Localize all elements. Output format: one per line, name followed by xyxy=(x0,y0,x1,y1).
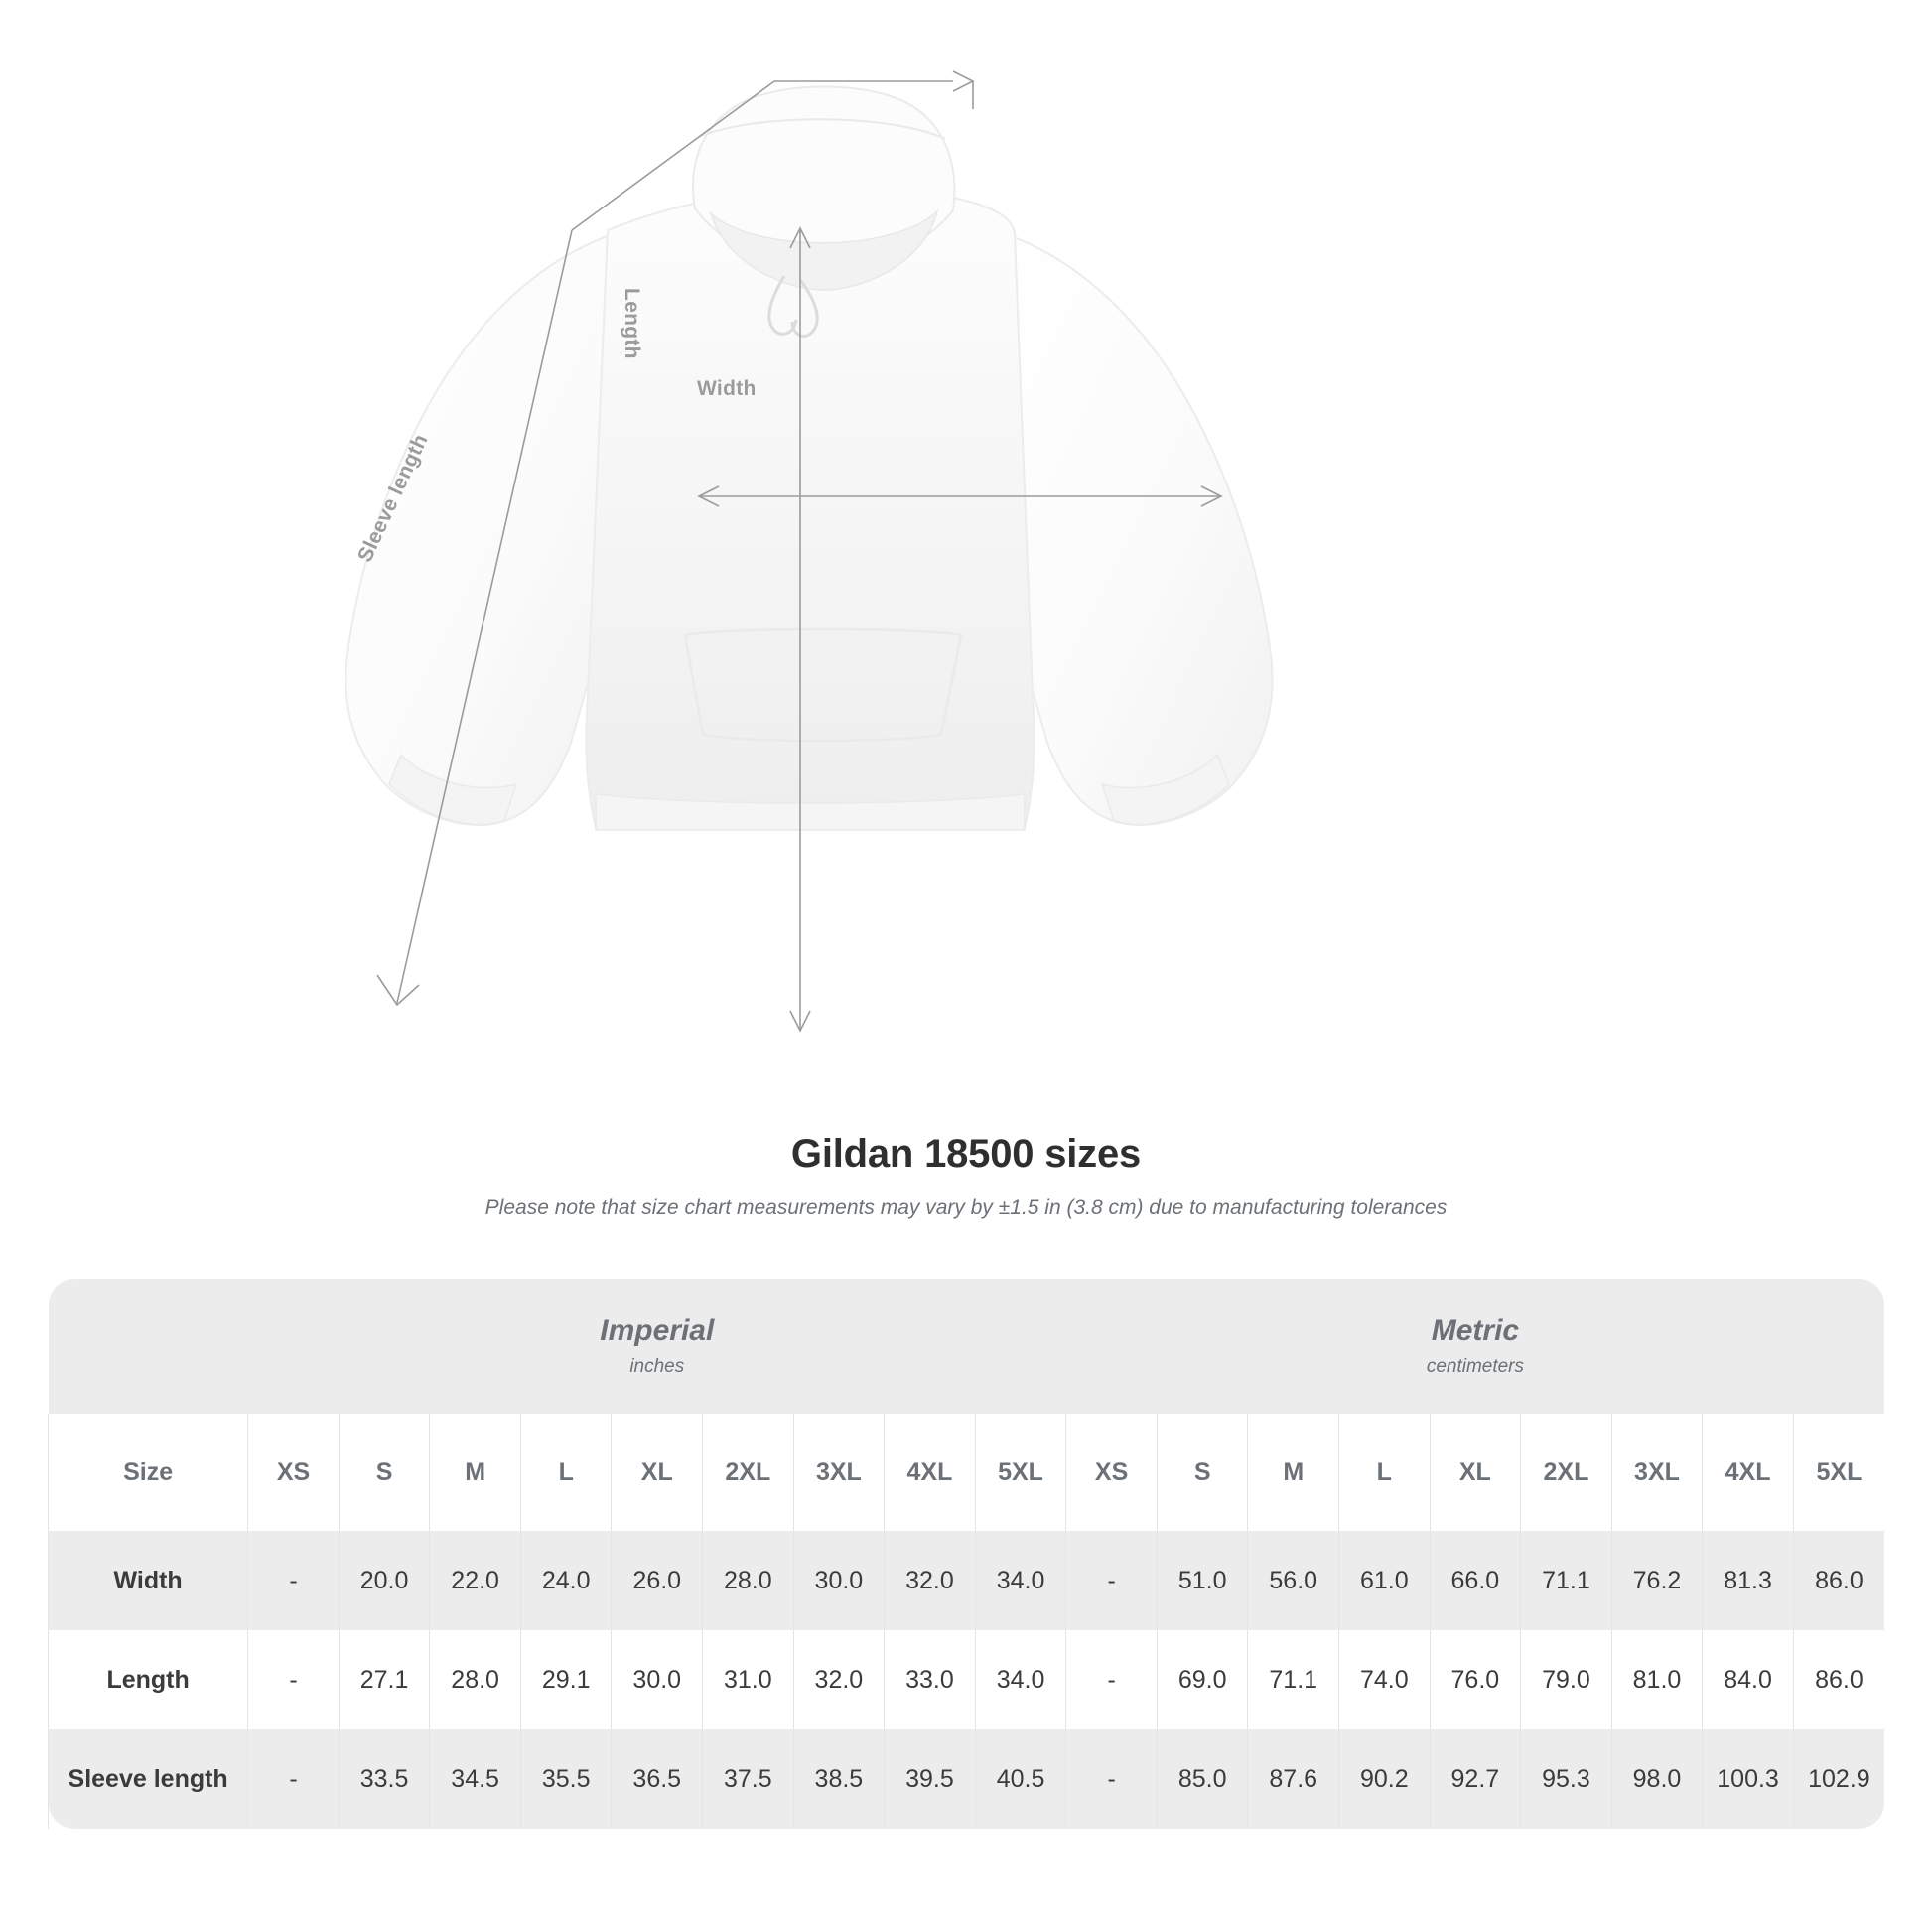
cell-length-metric-xs: - xyxy=(1065,1630,1158,1729)
size-chart-table: Imperial inches Metric centimeters Size XS S M L… xyxy=(47,1279,1884,1829)
size-column-header-imperial-4xl: 4XL xyxy=(884,1414,976,1531)
cell-sleeve-length-imperial-xs: - xyxy=(247,1729,340,1829)
cell-length-imperial-s: 27.1 xyxy=(338,1630,430,1729)
cell-sleeve-length-imperial-4xl: 39.5 xyxy=(884,1729,976,1829)
cell-width-imperial-l: 24.0 xyxy=(519,1531,612,1630)
unit-band-imperial: Imperial inches xyxy=(247,1279,1066,1414)
cell-length-imperial-3xl: 32.0 xyxy=(792,1630,885,1729)
page-title: Gildan 18500 sizes xyxy=(790,1132,1142,1175)
cell-sleeve-length-metric-3xl: 98.0 xyxy=(1610,1729,1703,1829)
title-block: Gildan 18500 sizes Please note that size… xyxy=(0,1132,1932,1220)
width-measure-label: Width xyxy=(697,377,757,400)
cell-sleeve-length-metric-4xl: 100.3 xyxy=(1702,1729,1794,1829)
cell-sleeve-length-imperial-s: 33.5 xyxy=(338,1729,430,1829)
cell-sleeve-length-metric-m: 87.6 xyxy=(1247,1729,1339,1829)
size-column-header-metric-4xl: 4XL xyxy=(1702,1414,1794,1531)
size-column-header-metric-l: L xyxy=(1338,1414,1431,1531)
cell-width-metric-4xl: 81.3 xyxy=(1702,1531,1794,1630)
garment-diagram: Length Width Sleeve length xyxy=(345,70,1274,1033)
cell-length-metric-xl: 76.0 xyxy=(1429,1630,1521,1729)
tolerance-note: Please note that size chart measurements… xyxy=(484,1196,1448,1219)
cell-length-metric-3xl: 81.0 xyxy=(1610,1630,1703,1729)
cell-length-imperial-l: 29.1 xyxy=(519,1630,612,1729)
size-column-header-metric-xl: XL xyxy=(1429,1414,1521,1531)
size-column-header-imperial-5xl: 5XL xyxy=(974,1414,1066,1531)
length-measure-label: Length xyxy=(621,288,643,359)
size-column-header-imperial-2xl: 2XL xyxy=(702,1414,794,1531)
cell-length-imperial-2xl: 31.0 xyxy=(702,1630,794,1729)
size-column-header-metric-xs: XS xyxy=(1065,1414,1158,1531)
size-column-header-imperial-3xl: 3XL xyxy=(792,1414,885,1531)
cell-width-imperial-5xl: 34.0 xyxy=(974,1531,1066,1630)
size-column-header-metric-5xl: 5XL xyxy=(1792,1414,1884,1531)
cell-sleeve-length-imperial-m: 34.5 xyxy=(429,1729,521,1829)
unit-name: Imperial xyxy=(600,1314,715,1348)
cell-length-imperial-xs: - xyxy=(247,1630,340,1729)
cell-sleeve-length-metric-xs: - xyxy=(1065,1729,1158,1829)
row-label-sleeve-length: Sleeve length xyxy=(47,1729,248,1829)
unit-subtitle: centimeters xyxy=(1426,1355,1525,1377)
cell-length-metric-2xl: 79.0 xyxy=(1520,1630,1612,1729)
cell-width-metric-s: 51.0 xyxy=(1156,1531,1248,1630)
cell-width-metric-m: 56.0 xyxy=(1247,1531,1339,1630)
cell-sleeve-length-metric-xl: 92.7 xyxy=(1429,1729,1521,1829)
cell-length-metric-s: 69.0 xyxy=(1156,1630,1248,1729)
cell-width-metric-3xl: 76.2 xyxy=(1610,1531,1703,1630)
cell-length-imperial-5xl: 34.0 xyxy=(974,1630,1066,1729)
cell-width-metric-xl: 66.0 xyxy=(1429,1531,1521,1630)
cell-sleeve-length-imperial-2xl: 37.5 xyxy=(702,1729,794,1829)
size-column-header-metric-m: M xyxy=(1247,1414,1339,1531)
size-column-header-imperial-xl: XL xyxy=(611,1414,703,1531)
cell-width-imperial-2xl: 28.0 xyxy=(702,1531,794,1630)
cell-sleeve-length-imperial-xl: 36.5 xyxy=(611,1729,703,1829)
hoodie-illustration xyxy=(345,70,1274,1033)
size-column-header-metric-3xl: 3XL xyxy=(1610,1414,1703,1531)
size-table-wrapper: Imperial inches Metric centimeters Size XS S M L… xyxy=(47,1279,1884,1829)
cell-length-metric-4xl: 84.0 xyxy=(1702,1630,1794,1729)
cell-width-imperial-s: 20.0 xyxy=(338,1531,430,1630)
cell-sleeve-length-metric-l: 90.2 xyxy=(1338,1729,1431,1829)
cell-sleeve-length-imperial-l: 35.5 xyxy=(519,1729,612,1829)
cell-length-imperial-m: 28.0 xyxy=(429,1630,521,1729)
cell-width-metric-5xl: 86.0 xyxy=(1792,1531,1884,1630)
size-column-header-imperial-s: S xyxy=(338,1414,430,1531)
cell-width-imperial-m: 22.0 xyxy=(429,1531,521,1630)
table-row: Sleeve length -33.5 34.5 35.5 36.5 37.5 38.5 39… xyxy=(47,1729,1884,1829)
cell-length-metric-m: 71.1 xyxy=(1247,1630,1339,1729)
size-header-row: Size XS S M L XL 2XL 3XL 4XL 5XL XS S M L XL 2XL 3XL 4XL 5… xyxy=(47,1414,1884,1531)
band-spacer xyxy=(48,1279,248,1414)
cell-length-metric-5xl: 86.0 xyxy=(1792,1630,1884,1729)
cell-width-imperial-xs: - xyxy=(247,1531,340,1630)
cell-width-metric-xs: - xyxy=(1065,1531,1158,1630)
table-row: Length -27.1 28.0 29.1 30.0 31.0 32.0 33.0 34.0-… xyxy=(47,1630,1884,1729)
size-column-header-imperial-l: L xyxy=(519,1414,612,1531)
unit-band-metric: Metric centimeters xyxy=(1065,1279,1884,1414)
table-row: Width -20.0 22.0 24.0 26.0 28.0 30.0 32.0 34.0-5… xyxy=(47,1531,1884,1630)
cell-length-imperial-4xl: 33.0 xyxy=(884,1630,976,1729)
cell-sleeve-length-metric-s: 85.0 xyxy=(1156,1729,1248,1829)
cell-sleeve-length-imperial-3xl: 38.5 xyxy=(792,1729,885,1829)
cell-length-imperial-xl: 30.0 xyxy=(611,1630,703,1729)
cell-width-metric-2xl: 71.1 xyxy=(1520,1531,1612,1630)
cell-sleeve-length-metric-5xl: 102.9 xyxy=(1792,1729,1884,1829)
size-header-label: Size xyxy=(47,1414,248,1531)
size-column-header-metric-2xl: 2XL xyxy=(1520,1414,1612,1531)
unit-band-row: Imperial inches Metric centimeters xyxy=(48,1279,1884,1414)
cell-width-imperial-3xl: 30.0 xyxy=(792,1531,885,1630)
cell-length-metric-l: 74.0 xyxy=(1338,1630,1431,1729)
cell-width-imperial-4xl: 32.0 xyxy=(884,1531,976,1630)
cell-sleeve-length-imperial-5xl: 40.5 xyxy=(974,1729,1066,1829)
row-label-width: Width xyxy=(47,1531,248,1630)
cell-sleeve-length-metric-2xl: 95.3 xyxy=(1520,1729,1612,1829)
cell-width-metric-l: 61.0 xyxy=(1338,1531,1431,1630)
size-column-header-imperial-xs: XS xyxy=(247,1414,340,1531)
row-label-length: Length xyxy=(47,1630,248,1729)
size-column-header-imperial-m: M xyxy=(429,1414,521,1531)
cell-width-imperial-xl: 26.0 xyxy=(611,1531,703,1630)
unit-name: Metric xyxy=(1431,1314,1520,1348)
size-column-header-metric-s: S xyxy=(1156,1414,1248,1531)
unit-subtitle: inches xyxy=(629,1355,685,1377)
